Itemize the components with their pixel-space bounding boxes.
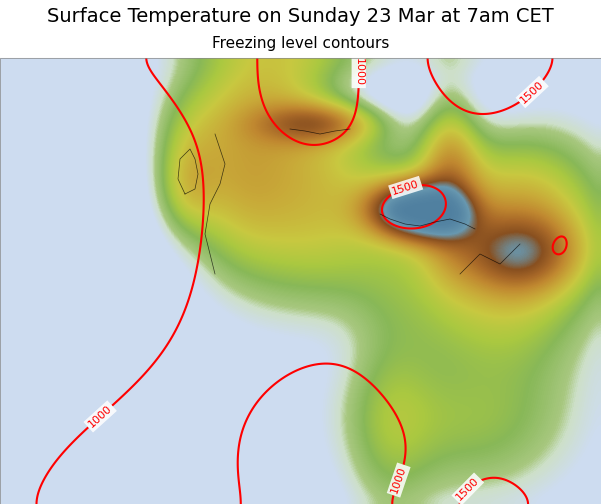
Text: 1000: 1000 bbox=[87, 403, 114, 429]
Text: Freezing level contours: Freezing level contours bbox=[212, 36, 389, 51]
Text: 1000: 1000 bbox=[389, 465, 408, 495]
Text: 1500: 1500 bbox=[454, 475, 481, 502]
Text: 1500: 1500 bbox=[519, 79, 546, 105]
Text: 1500: 1500 bbox=[391, 178, 421, 197]
Text: Surface Temperature on Sunday 23 Mar at 7am CET: Surface Temperature on Sunday 23 Mar at … bbox=[47, 7, 554, 26]
Text: 1000: 1000 bbox=[354, 58, 364, 86]
